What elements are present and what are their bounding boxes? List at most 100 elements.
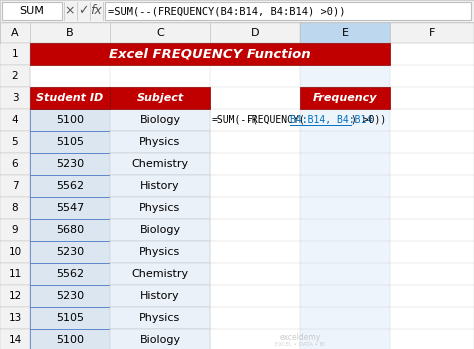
- Text: D: D: [251, 28, 259, 38]
- Bar: [0, 241, 30, 263]
- Bar: [0, 109, 474, 131]
- Text: Subject: Subject: [137, 93, 183, 103]
- Bar: [0, 131, 474, 153]
- Text: Student ID: Student ID: [36, 93, 104, 103]
- Bar: [300, 65, 390, 87]
- Bar: [300, 219, 390, 241]
- Bar: [0, 219, 30, 241]
- Bar: [110, 153, 210, 175]
- Text: 5547: 5547: [56, 203, 84, 213]
- Bar: [300, 153, 390, 175]
- Bar: [110, 175, 210, 197]
- Bar: [0, 263, 30, 285]
- Bar: [0, 285, 30, 307]
- Bar: [2, 2, 62, 20]
- Bar: [30, 329, 110, 349]
- Text: =SUM(--(FREQUENCY(B4:B14, B4:B14) >0)): =SUM(--(FREQUENCY(B4:B14, B4:B14) >0)): [108, 6, 346, 16]
- Text: 5230: 5230: [56, 159, 84, 169]
- Text: fx: fx: [90, 5, 102, 17]
- Text: 3: 3: [12, 93, 18, 103]
- Text: Physics: Physics: [139, 137, 181, 147]
- Bar: [110, 131, 210, 153]
- Text: =SUM(--(: =SUM(--(: [212, 115, 259, 125]
- Bar: [300, 241, 390, 263]
- Bar: [0, 131, 30, 153]
- Text: SUM: SUM: [19, 6, 45, 16]
- Bar: [110, 263, 210, 285]
- Bar: [30, 307, 110, 329]
- Bar: [0, 175, 474, 197]
- Text: B4:B14, B4:B14: B4:B14, B4:B14: [290, 115, 373, 125]
- Text: 6: 6: [12, 159, 18, 169]
- Text: exceldemy: exceldemy: [279, 334, 320, 342]
- Bar: [105, 2, 471, 20]
- Bar: [30, 109, 110, 131]
- Text: 5562: 5562: [56, 269, 84, 279]
- Text: ) >0)): ) >0)): [351, 115, 386, 125]
- Bar: [0, 153, 474, 175]
- Text: ✓: ✓: [78, 5, 88, 17]
- Text: B: B: [66, 28, 74, 38]
- Bar: [30, 285, 110, 307]
- Text: C: C: [156, 28, 164, 38]
- Bar: [110, 109, 210, 131]
- Text: ×: ×: [65, 5, 75, 17]
- Text: 2: 2: [12, 71, 18, 81]
- Bar: [110, 197, 210, 219]
- Bar: [300, 87, 390, 109]
- Bar: [0, 307, 30, 329]
- Text: Physics: Physics: [139, 203, 181, 213]
- Bar: [300, 87, 390, 109]
- Bar: [30, 43, 390, 65]
- Text: Frequency: Frequency: [313, 93, 377, 103]
- Text: 1: 1: [12, 49, 18, 59]
- Bar: [0, 241, 474, 263]
- Text: 10: 10: [9, 247, 21, 257]
- Bar: [30, 241, 110, 263]
- Bar: [110, 307, 210, 329]
- Bar: [0, 329, 474, 349]
- Text: History: History: [140, 181, 180, 191]
- Bar: [0, 87, 474, 109]
- Bar: [0, 43, 474, 65]
- Bar: [300, 197, 390, 219]
- Bar: [0, 219, 474, 241]
- Bar: [0, 0, 474, 22]
- Text: Excel FREQUENCY Function: Excel FREQUENCY Function: [109, 47, 311, 60]
- Bar: [30, 153, 110, 175]
- Bar: [0, 197, 474, 219]
- Bar: [0, 329, 30, 349]
- Text: 7: 7: [12, 181, 18, 191]
- Text: E: E: [341, 28, 348, 38]
- Text: Physics: Physics: [139, 247, 181, 257]
- Bar: [0, 153, 30, 175]
- Bar: [0, 87, 30, 109]
- Text: F: F: [429, 28, 435, 38]
- Bar: [300, 175, 390, 197]
- Text: Physics: Physics: [139, 313, 181, 323]
- Text: 5562: 5562: [56, 181, 84, 191]
- Bar: [300, 285, 390, 307]
- Text: 12: 12: [9, 291, 22, 301]
- Bar: [0, 263, 474, 285]
- Text: History: History: [140, 291, 180, 301]
- Text: Biology: Biology: [139, 225, 181, 235]
- Bar: [0, 307, 474, 329]
- Bar: [0, 285, 474, 307]
- Text: FREQUENCY(: FREQUENCY(: [247, 115, 306, 125]
- Bar: [0, 65, 30, 87]
- Bar: [110, 329, 210, 349]
- Text: 5: 5: [12, 137, 18, 147]
- Bar: [0, 109, 30, 131]
- Text: 11: 11: [9, 269, 22, 279]
- Text: A: A: [11, 28, 19, 38]
- Bar: [0, 43, 30, 65]
- Text: Chemistry: Chemistry: [131, 159, 189, 169]
- Bar: [30, 197, 110, 219]
- Text: 5105: 5105: [56, 137, 84, 147]
- Bar: [0, 23, 474, 43]
- Bar: [30, 131, 110, 153]
- Text: 13: 13: [9, 313, 22, 323]
- Bar: [30, 263, 110, 285]
- Bar: [300, 23, 390, 43]
